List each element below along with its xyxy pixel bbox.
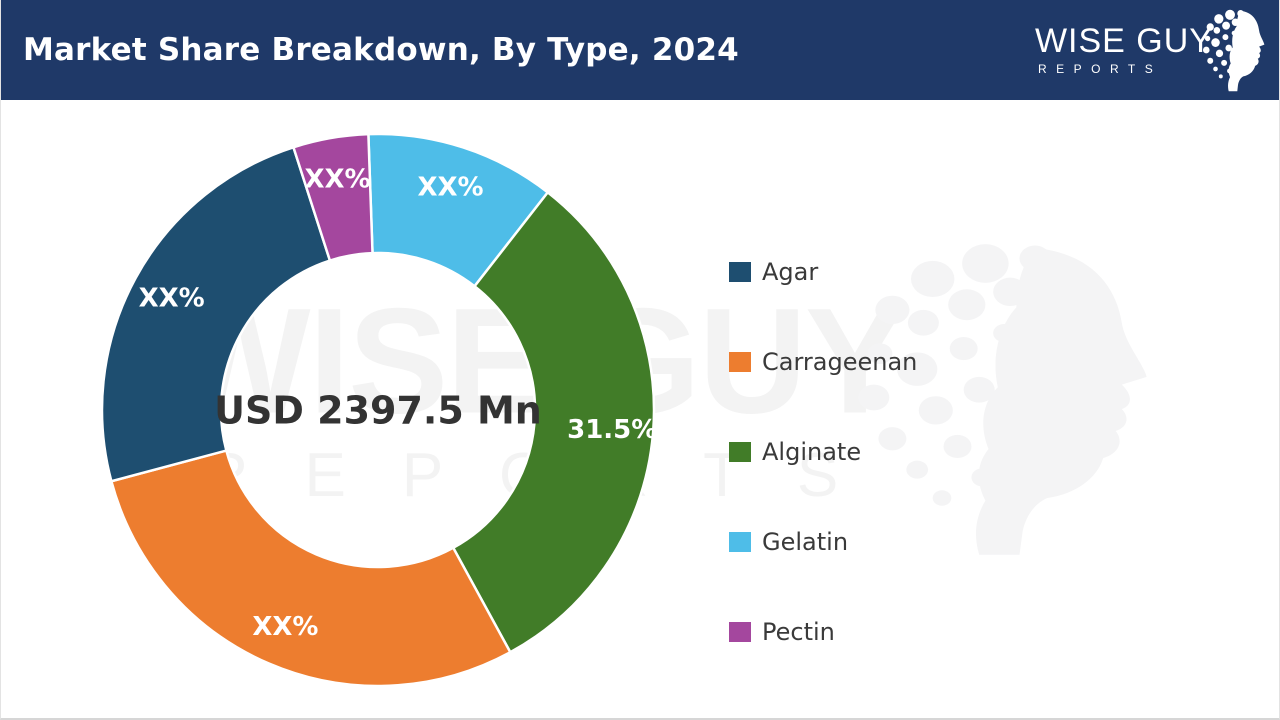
legend-swatch-carrageenan	[729, 352, 751, 372]
legend-item-carrageenan: Carrageenan	[729, 348, 917, 376]
header: Market Share Breakdown, By Type, 2024 WI…	[1, 0, 1279, 100]
legend-item-pectin: Pectin	[729, 618, 917, 646]
donut-chart: XX% 31.5% XX% XX% XX% USD 2397.5 Mn	[100, 132, 657, 688]
legend-label-alginate: Alginate	[762, 438, 862, 466]
legend-label-agar: Agar	[762, 258, 819, 286]
donut-segment-pectin	[291, 132, 374, 263]
segment-label-gelatin: XX%	[417, 173, 483, 203]
donut-segment-agar	[100, 145, 332, 483]
legend-label-pectin: Pectin	[762, 618, 835, 646]
segment-label-carrageenan: XX%	[252, 612, 318, 642]
chart-area: WISE GUY REPORTS XX%31.5%XX%XX%XX%USD 23…	[1, 100, 1280, 720]
legend-swatch-alginate	[729, 442, 751, 462]
donut-segment-carrageenan	[109, 448, 512, 688]
legend: Agar Carrageenan Alginate Gelatin Pectin	[729, 258, 917, 708]
page-title: Market Share Breakdown, By Type, 2024	[23, 32, 739, 68]
logo-tagline: REPORTS	[1037, 62, 1163, 76]
segment-label-agar: XX%	[139, 284, 205, 314]
legend-label-gelatin: Gelatin	[762, 528, 849, 556]
legend-label-carrageenan: Carrageenan	[762, 348, 918, 376]
logo-wordmark: WISE GUY	[1034, 22, 1213, 60]
legend-swatch-gelatin	[729, 532, 751, 552]
legend-swatch-agar	[729, 262, 751, 282]
legend-item-alginate: Alginate	[729, 438, 917, 466]
donut-center-value: USD 2397.5 Mn	[214, 388, 542, 432]
wise-guy-logo: WISE GUY REPORTS	[1035, 6, 1267, 94]
segment-label-pectin: XX%	[304, 165, 370, 195]
legend-swatch-pectin	[729, 622, 751, 642]
logo-head-icon	[1202, 9, 1265, 92]
segment-label-alginate: 31.5%	[567, 415, 657, 445]
legend-item-agar: Agar	[729, 258, 917, 286]
logo-text: WISE GUY REPORTS	[1035, 24, 1213, 76]
donut-segment-alginate	[451, 190, 656, 654]
legend-item-gelatin: Gelatin	[729, 528, 917, 556]
